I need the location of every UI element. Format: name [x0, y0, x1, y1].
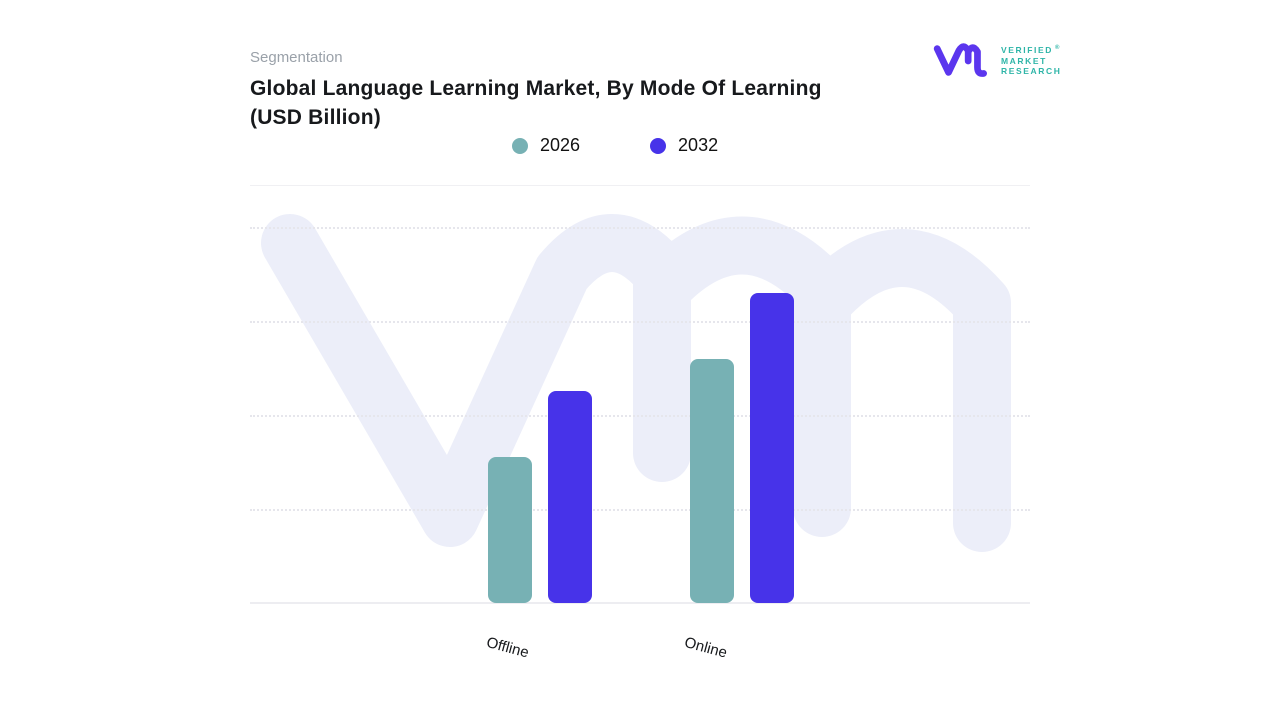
legend-dot-2032	[650, 137, 667, 154]
chart-legend: 2026 2032	[512, 135, 718, 156]
bar-offline-2026[interactable]	[488, 457, 532, 603]
section-kicker: Segmentation	[250, 49, 343, 66]
registered-trademark: ®	[1055, 45, 1062, 52]
bar-online-2032[interactable]	[750, 293, 794, 603]
brand-logo-text: VERIFIED ® MARKET RESEARCH	[1001, 43, 1062, 76]
chart-title: Global Language Learning Market, By Mode…	[250, 74, 822, 132]
bar-offline-2032[interactable]	[548, 391, 592, 603]
header-divider-line	[250, 185, 1030, 186]
plot-area	[250, 186, 1030, 604]
x-axis-line	[250, 602, 1030, 604]
legend-item-2026[interactable]: 2026	[512, 135, 580, 156]
brand-word-market: MARKET	[1001, 55, 1047, 66]
gridline-4	[250, 227, 1030, 229]
gridline-2	[250, 415, 1030, 417]
gridline-1	[250, 509, 1030, 511]
chart-title-line-1: Global Language Learning Market, By Mode…	[250, 77, 822, 100]
vmr-watermark	[261, 214, 1011, 552]
brand-logo: VERIFIED ® MARKET RESEARCH	[932, 39, 1062, 81]
legend-item-2032[interactable]: 2032	[650, 135, 718, 156]
brand-word-research: RESEARCH	[1001, 66, 1062, 77]
brand-word-verified: VERIFIED ®	[1001, 45, 1062, 56]
legend-dot-2026	[512, 137, 528, 154]
vmr-monogram-icon	[933, 43, 988, 77]
legend-label: 2032	[678, 135, 719, 155]
gridline-3	[250, 321, 1030, 323]
legend-label: 2026	[540, 135, 581, 155]
chart-title-line-2: (USD Billion)	[250, 106, 381, 129]
x-axis-label-online: Online	[682, 634, 729, 662]
x-axis-label-offline: Offline	[484, 634, 531, 662]
bar-online-2026[interactable]	[690, 359, 734, 603]
